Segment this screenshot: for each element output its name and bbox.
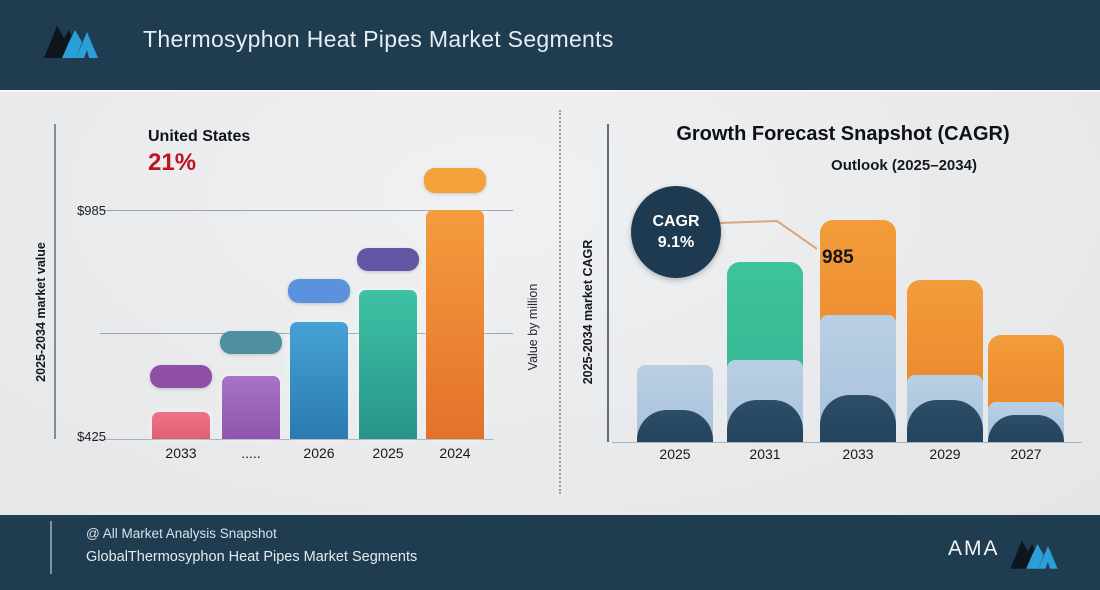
cagr-badge: CAGR 9.1% — [631, 186, 721, 278]
footer: @ All Market Analysis Snapshot GlobalThe… — [0, 515, 1100, 588]
right-x-label-2025: 2025 — [659, 446, 691, 462]
floating-cap-2026 — [288, 279, 350, 304]
right-chart-subtitle: Outlook (2025–2034) — [831, 157, 977, 174]
floating-cap-..... — [220, 331, 282, 354]
bar-value-label-985: 985 — [822, 247, 854, 268]
left-chart-title: United States — [148, 128, 251, 145]
ama-logo-icon — [44, 26, 98, 58]
footer-brand-text: AMA — [948, 537, 1000, 560]
right-chart-title: Growth Forecast Snapshot (CAGR) — [676, 123, 1010, 145]
left-x-label-2033: 2033 — [165, 445, 197, 461]
ama-logo-icon-footer — [1010, 540, 1058, 569]
value-by-million-note: Value by million — [526, 283, 540, 371]
left-x-label-2024: 2024 — [439, 445, 471, 461]
left-x-label-2026: 2026 — [303, 445, 335, 461]
right-x-label-2029: 2029 — [929, 446, 961, 462]
segment-navy-2029 — [907, 400, 983, 442]
footer-divider-line — [50, 521, 52, 574]
bar-..... — [222, 375, 280, 439]
right-x-label-2033: 2033 — [842, 446, 874, 462]
footer-report-name: GlobalThermosyphon Heat Pipes Market Seg… — [86, 549, 418, 565]
left-y-tick-425: $425 — [77, 429, 106, 444]
cagr-badge-label: CAGR — [652, 213, 700, 230]
header: Thermosyphon Heat Pipes Market Segments — [0, 0, 1100, 90]
floating-cap-2024 — [424, 167, 486, 194]
segment-navy-2027 — [988, 415, 1064, 442]
right-y-axis-line — [607, 124, 609, 442]
left-y-axis-line — [54, 124, 56, 439]
cagr-badge-value: 9.1% — [657, 234, 695, 251]
gridline-985 — [100, 210, 513, 211]
panel-divider — [559, 110, 561, 494]
bar-2024 — [426, 210, 484, 439]
right-y-axis-title: 2025-2034 market CAGR — [581, 239, 595, 385]
segment-navy-2033 — [820, 395, 896, 442]
left-chart-highlight-pct: 21% — [148, 149, 197, 176]
floating-cap-2025 — [357, 248, 419, 271]
left-x-axis-line — [95, 439, 493, 440]
left-y-axis-title: 2025-2034 market value — [34, 242, 48, 382]
right-x-axis-line — [612, 442, 1082, 443]
left-x-label-dots: ..... — [241, 445, 261, 461]
segment-navy-2031 — [727, 400, 803, 442]
bar-2025 — [359, 289, 417, 439]
content-card: 2025-2034 market value United States 21%… — [0, 90, 1100, 515]
footer-attribution: @ All Market Analysis Snapshot — [86, 526, 277, 541]
bar-2026 — [290, 322, 348, 439]
page-title: Thermosyphon Heat Pipes Market Segments — [143, 26, 614, 52]
right-x-label-2031: 2031 — [749, 446, 781, 462]
left-x-label-2025: 2025 — [372, 445, 404, 461]
left-y-tick-985: $985 — [77, 203, 106, 218]
bar-2033 — [152, 412, 210, 439]
right-x-label-2027: 2027 — [1010, 446, 1042, 462]
floating-cap-2033 — [150, 365, 212, 388]
segment-navy-2025 — [637, 410, 713, 442]
